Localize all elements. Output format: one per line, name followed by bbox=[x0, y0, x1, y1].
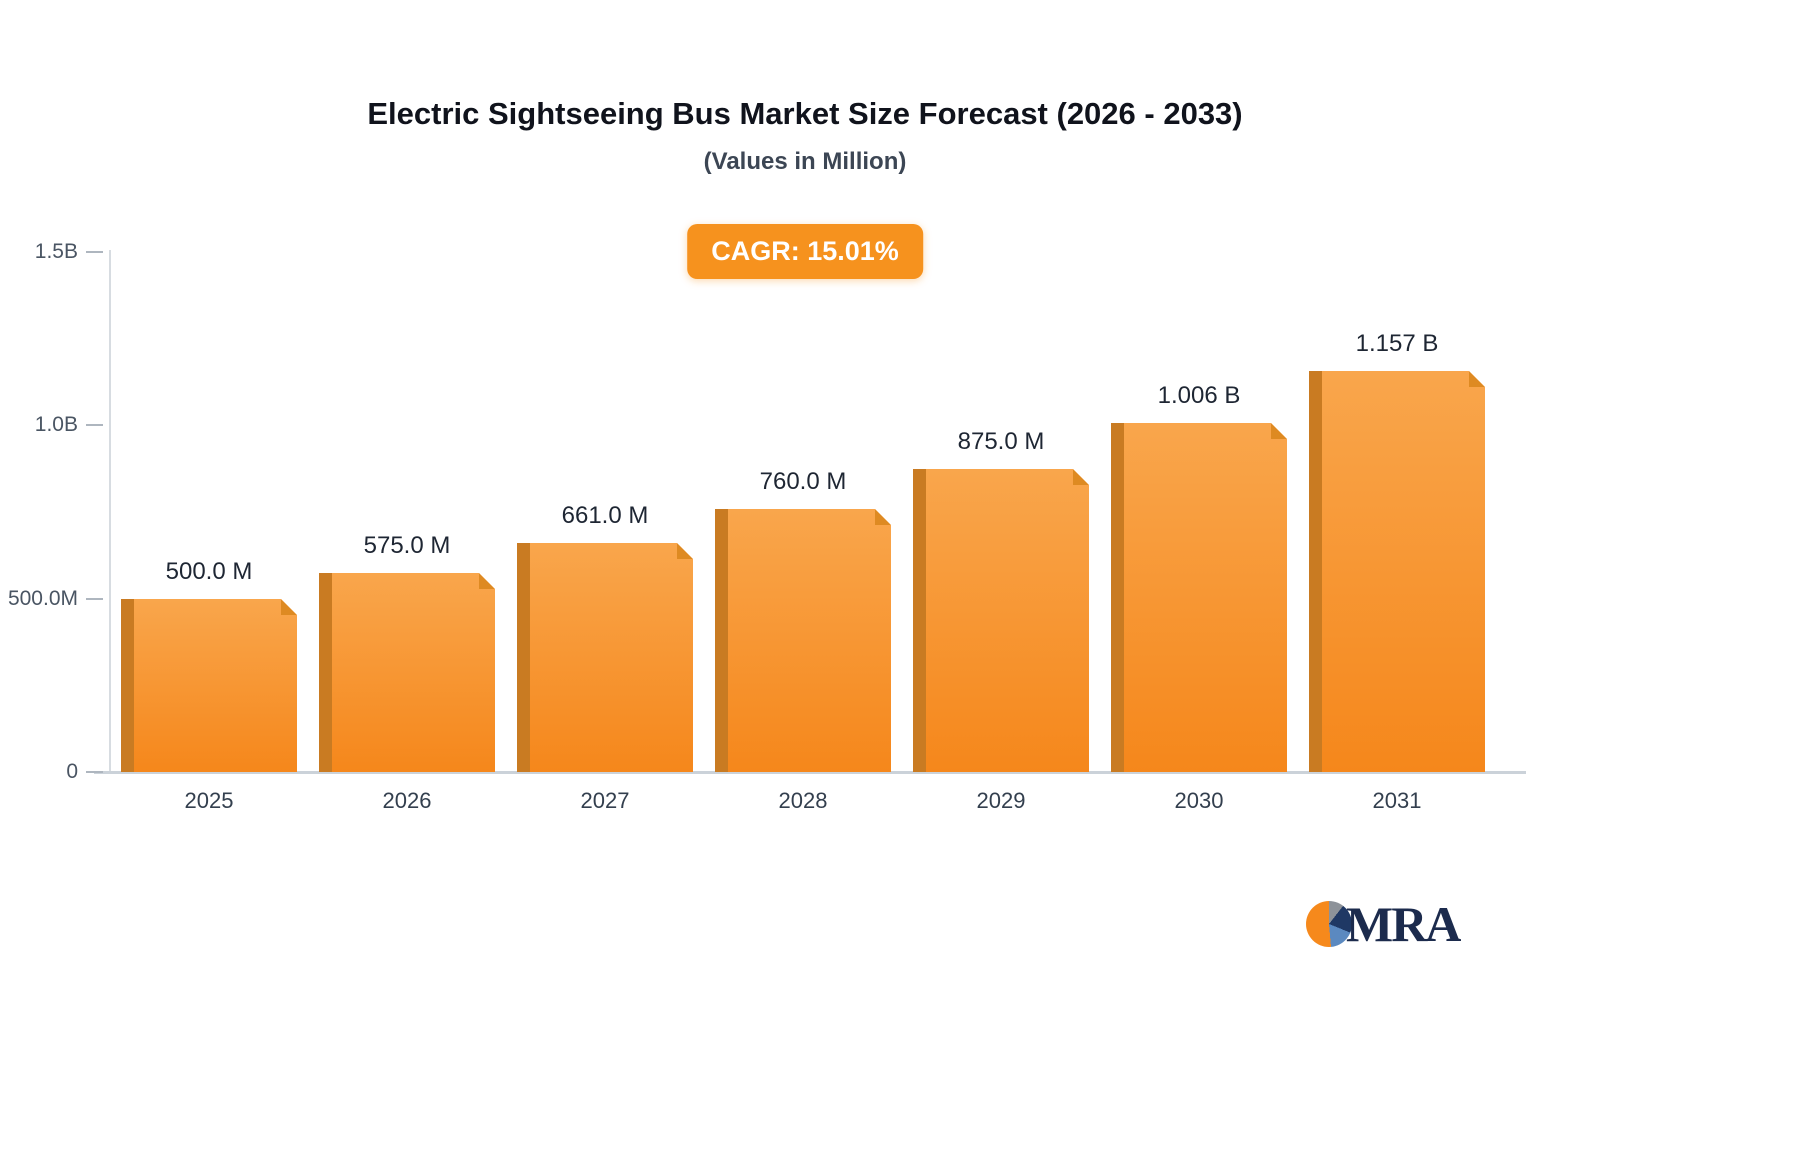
bar-value-label: 760.0 M bbox=[759, 468, 847, 495]
y-axis-tick bbox=[86, 597, 103, 600]
chart-title: Electric Sightseeing Bus Market Size For… bbox=[367, 96, 1243, 131]
bar-value-label: 1.006 B bbox=[1157, 382, 1241, 409]
x-axis-line bbox=[94, 771, 1526, 774]
mra-logo-text: MRA bbox=[1346, 896, 1461, 952]
mra-logo: MRA bbox=[1306, 896, 1461, 952]
bar bbox=[1111, 423, 1287, 772]
y-axis-tick bbox=[86, 771, 103, 773]
x-axis-label: 2028 bbox=[778, 788, 828, 813]
bar-value-label: 875.0 M bbox=[957, 428, 1045, 455]
bar bbox=[121, 599, 297, 772]
y-axis-tick-label: 1.0B bbox=[34, 413, 78, 437]
y-axis-tick-label: 500.0M bbox=[7, 586, 78, 610]
bar bbox=[1309, 371, 1485, 772]
bar bbox=[319, 573, 495, 772]
y-axis-line bbox=[109, 250, 111, 773]
y-axis-tick-label: 0 bbox=[66, 760, 78, 783]
bar bbox=[517, 543, 693, 772]
bar-value-label: 1.157 B bbox=[1355, 330, 1439, 357]
x-axis-label: 2031 bbox=[1372, 788, 1422, 813]
x-axis-label: 2030 bbox=[1174, 788, 1224, 813]
x-axis-label: 2026 bbox=[382, 788, 432, 813]
bar bbox=[715, 509, 891, 772]
mra-pie-logo-icon bbox=[1306, 901, 1352, 947]
bar-value-label: 661.0 M bbox=[561, 502, 649, 529]
x-axis-label: 2025 bbox=[184, 788, 234, 813]
chart-subtitle: (Values in Million) bbox=[703, 148, 907, 175]
bar-value-label: 500.0 M bbox=[165, 558, 253, 585]
y-axis-tick bbox=[86, 424, 103, 427]
x-axis-label: 2029 bbox=[976, 788, 1026, 813]
x-axis-label: 2027 bbox=[580, 788, 630, 813]
cagr-badge: CAGR: 15.01% bbox=[687, 224, 923, 279]
bar-value-label: 575.0 M bbox=[363, 532, 451, 559]
y-axis-tick bbox=[86, 251, 103, 253]
y-axis-tick-label: 1.5B bbox=[34, 240, 78, 263]
bar bbox=[913, 469, 1089, 772]
